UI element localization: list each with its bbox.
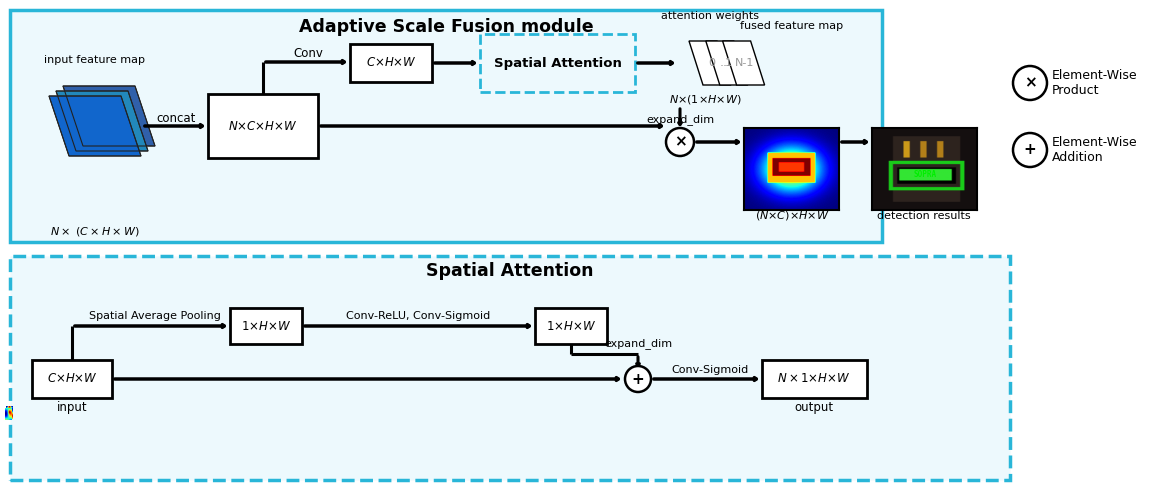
Text: $N{\times}(1{\times}H{\times}W)$: $N{\times}(1{\times}H{\times}W)$ [669, 94, 742, 106]
Text: +: + [1023, 142, 1036, 158]
Circle shape [1013, 66, 1047, 100]
Text: Adaptive Scale Fusion module: Adaptive Scale Fusion module [299, 18, 593, 36]
Text: detection results: detection results [877, 211, 971, 221]
Text: Conv-ReLU, Conv-Sigmoid: Conv-ReLU, Conv-Sigmoid [346, 311, 491, 321]
Text: Spatial Attention: Spatial Attention [426, 262, 593, 280]
Bar [762, 360, 867, 398]
Text: $(N{\times}C){\times}H{\times}W$: $(N{\times}C){\times}H{\times}W$ [755, 208, 829, 222]
Text: expand_dim: expand_dim [604, 339, 672, 349]
Text: N-1: N-1 [736, 58, 755, 68]
Text: $1{\times}H{\times}W$: $1{\times}H{\times}W$ [241, 320, 291, 332]
Text: input: input [57, 402, 88, 414]
FancyBboxPatch shape [11, 10, 882, 242]
Text: +: + [632, 371, 645, 386]
Text: $N\times\ (C\times H\times W)$: $N\times\ (C\times H\times W)$ [50, 225, 140, 239]
Text: $N{\times}C{\times}H{\times}W$: $N{\times}C{\times}H{\times}W$ [228, 120, 298, 133]
Text: 1: 1 [724, 58, 731, 68]
Bar [208, 94, 318, 158]
Text: concat: concat [157, 111, 196, 124]
FancyBboxPatch shape [11, 256, 1010, 480]
Circle shape [625, 366, 651, 392]
Text: Spatial Attention: Spatial Attention [494, 57, 621, 69]
Text: input feature map: input feature map [44, 55, 146, 65]
Text: Element-Wise
Product: Element-Wise Product [1052, 69, 1138, 97]
Circle shape [1013, 133, 1047, 167]
Bar [350, 44, 432, 82]
Text: output: output [794, 402, 834, 414]
Bar [230, 308, 303, 344]
Text: $N\times 1{\times}H{\times}W$: $N\times 1{\times}H{\times}W$ [778, 372, 850, 386]
Text: Conv: Conv [293, 46, 322, 60]
Bar [32, 360, 112, 398]
Text: Conv-Sigmoid: Conv-Sigmoid [672, 365, 749, 375]
Bar [535, 308, 607, 344]
Polygon shape [723, 41, 765, 85]
Text: ×: × [674, 135, 687, 149]
Text: $1{\times}H{\times}W$: $1{\times}H{\times}W$ [545, 320, 596, 332]
Text: $C{\times}H{\times}W$: $C{\times}H{\times}W$ [366, 57, 416, 69]
Circle shape [666, 128, 694, 156]
Polygon shape [705, 41, 748, 85]
Polygon shape [49, 96, 141, 156]
Text: ...: ... [719, 57, 731, 69]
FancyBboxPatch shape [480, 34, 635, 92]
Polygon shape [689, 41, 731, 85]
Text: attention weights: attention weights [661, 11, 759, 21]
Text: Element-Wise
Addition: Element-Wise Addition [1052, 136, 1138, 164]
Text: $C{\times}H{\times}W$: $C{\times}H{\times}W$ [47, 372, 97, 386]
Polygon shape [63, 86, 155, 146]
Text: 0: 0 [708, 58, 715, 68]
Text: Spatial Average Pooling: Spatial Average Pooling [89, 311, 221, 321]
Text: fused feature map: fused feature map [741, 21, 843, 31]
Polygon shape [56, 91, 148, 151]
Text: expand_dim: expand_dim [646, 115, 714, 125]
Text: ×: × [1023, 76, 1036, 90]
